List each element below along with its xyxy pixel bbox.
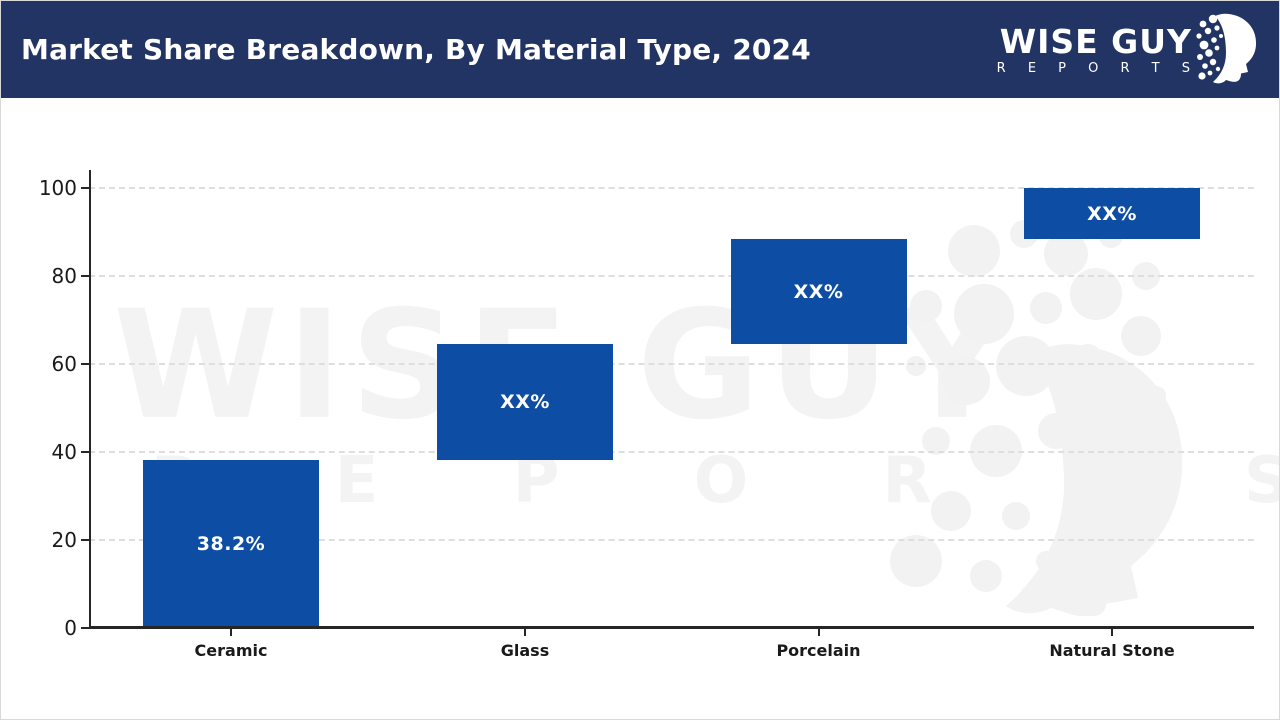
y-tick-label-20: 20	[51, 528, 77, 552]
y-axis-line	[89, 170, 91, 629]
x-tick-label-1: Glass	[500, 641, 550, 660]
wiseguy-logo: WISE GUY R E P O R T S	[993, 12, 1259, 88]
header: Market Share Breakdown, By Material Type…	[1, 1, 1279, 98]
y-tick-label-40: 40	[51, 440, 77, 464]
bar-value-label: XX%	[500, 391, 550, 414]
gridline-40	[89, 451, 1254, 453]
bar-glass: XX%	[437, 344, 613, 460]
y-tick-60	[81, 363, 89, 365]
x-tick-1	[524, 629, 526, 636]
logo-wordmark: WISE GUY	[999, 21, 1192, 61]
bar-porcelain: XX%	[730, 239, 907, 345]
y-tick-40	[81, 451, 89, 453]
y-tick-label-0: 0	[64, 616, 77, 640]
page-title: Market Share Breakdown, By Material Type…	[21, 33, 811, 66]
x-tick-label-0: Ceramic	[194, 641, 268, 660]
x-tick-2	[817, 629, 820, 636]
gridline-60	[89, 363, 1254, 365]
y-tick-label-60: 60	[51, 352, 77, 376]
bar-natural-stone: XX%	[1024, 188, 1200, 240]
x-tick-3	[1111, 629, 1113, 636]
y-tick-100	[81, 187, 89, 189]
wiseguy-face-icon	[1196, 13, 1257, 83]
y-tick-0	[81, 627, 89, 629]
bar-value-label: XX%	[793, 280, 844, 303]
logo-subtitle: R E P O R T S	[996, 60, 1199, 76]
x-axis-line	[89, 626, 1254, 629]
bar-value-label: XX%	[1087, 202, 1137, 225]
bar-value-label: 38.2%	[196, 532, 266, 555]
y-tick-label-100: 100	[38, 176, 77, 200]
y-tick-label-80: 80	[51, 264, 77, 288]
gridline-80	[89, 275, 1254, 277]
gridline-100	[89, 187, 1254, 189]
y-tick-80	[81, 275, 89, 277]
logo-text: WISE GUY R E P O R T S	[993, 25, 1199, 75]
x-tick-0	[230, 629, 232, 636]
y-tick-20	[81, 539, 89, 541]
x-tick-label-3: Natural Stone	[1049, 641, 1175, 660]
bar-ceramic: 38.2%	[143, 459, 319, 628]
watermark-face-icon	[890, 220, 1183, 616]
x-tick-label-2: Porcelain	[776, 641, 861, 660]
gridline-20	[89, 539, 1254, 541]
